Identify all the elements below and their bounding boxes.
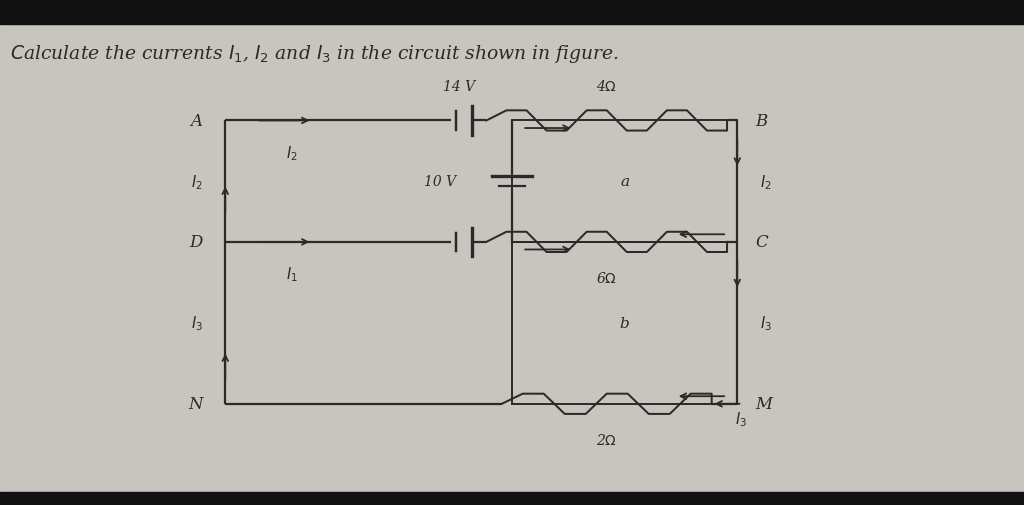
Text: A: A — [190, 113, 203, 130]
Text: N: N — [188, 395, 203, 413]
Text: C: C — [756, 234, 768, 251]
Bar — [512, 121, 737, 242]
Text: a: a — [621, 175, 629, 189]
Text: $I_2$: $I_2$ — [191, 173, 203, 191]
Text: 6$\Omega$: 6$\Omega$ — [596, 270, 617, 285]
Text: M: M — [756, 395, 773, 413]
Text: $I_1$: $I_1$ — [286, 265, 298, 284]
Text: D: D — [189, 234, 203, 251]
Text: 4$\Omega$: 4$\Omega$ — [596, 78, 617, 93]
Bar — [512, 242, 737, 404]
Text: 10 V: 10 V — [424, 175, 456, 189]
Text: $I_3$: $I_3$ — [760, 314, 772, 332]
Text: $I_3$: $I_3$ — [190, 314, 203, 332]
Text: $I_2$: $I_2$ — [760, 173, 771, 191]
Text: 2$\Omega$: 2$\Omega$ — [596, 432, 617, 447]
Text: $I_3$: $I_3$ — [735, 410, 746, 428]
Text: b: b — [620, 316, 630, 330]
Text: B: B — [756, 113, 768, 130]
Text: 14 V: 14 V — [442, 79, 475, 93]
Text: $I_2$: $I_2$ — [286, 144, 298, 163]
Text: $\mathit{C}$alculate the currents $I_1$, $I_2$ and $I_3$ in the circuit shown in: $\mathit{C}$alculate the currents $I_1$,… — [10, 43, 620, 65]
